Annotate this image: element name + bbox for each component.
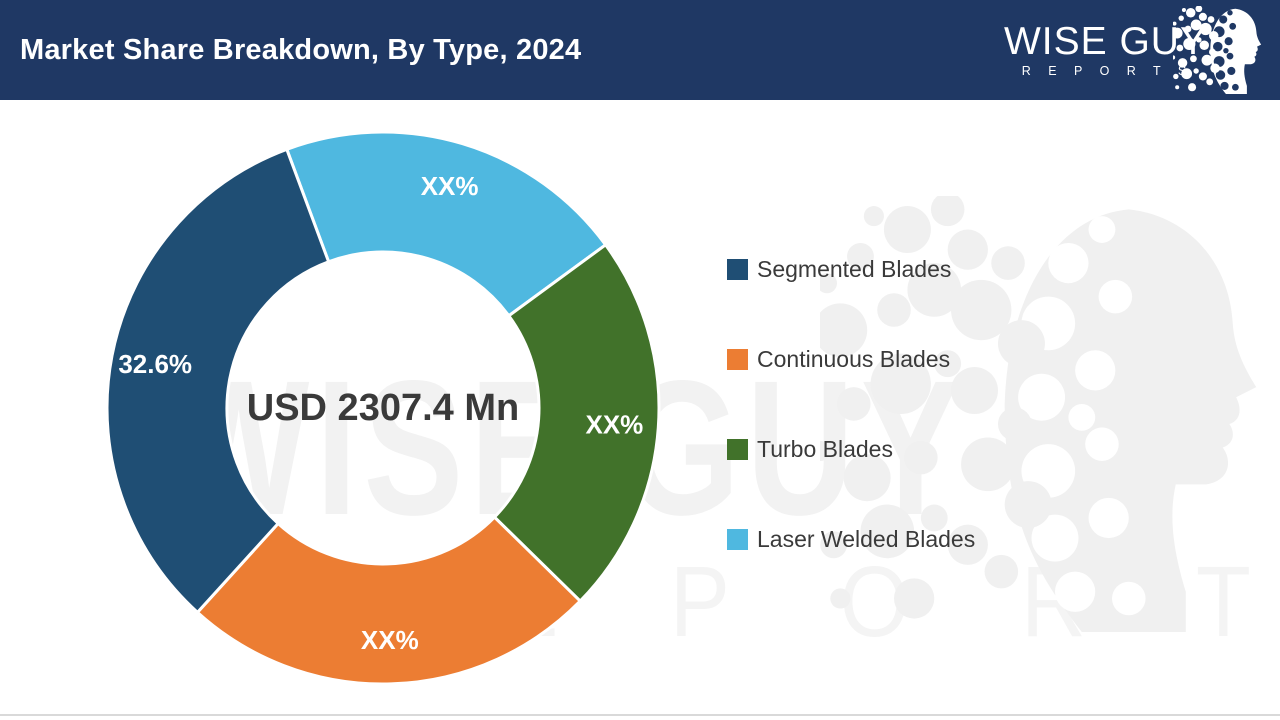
segment-value-label: XX% (361, 625, 419, 655)
wiseguy-logo: WISE GUY R E P O R T S (1004, 4, 1268, 96)
logo-subtitle: R E P O R T S (1021, 63, 1194, 78)
legend-swatch-icon (727, 438, 748, 460)
legend-label: Turbo Blades (757, 436, 893, 462)
donut-chart: XX% XX% XX% 32.6% USD 2307.4 Mn (105, 130, 661, 686)
legend-swatch-icon (727, 348, 748, 370)
legend-label: Continuous Blades (757, 346, 951, 372)
legend-item-segmented-blades[interactable]: Segmented Blades (727, 256, 975, 282)
legend-item-turbo-blades[interactable]: Turbo Blades (727, 436, 975, 462)
donut-center-value: USD 2307.4 Mn (247, 387, 519, 429)
bottom-divider (0, 714, 1280, 716)
chart-legend: Segmented Blades Continuous Blades Turbo… (727, 256, 975, 616)
page-title: Market Share Breakdown, By Type, 2024 (20, 33, 582, 66)
logo-text: WISE GUY R E P O R T S (1003, 20, 1207, 78)
legend-label: Laser Welded Blades (757, 526, 976, 552)
donut-segment-continuous-blades[interactable] (195, 515, 583, 686)
donut-segment-segmented-blades[interactable] (105, 147, 331, 615)
segment-value-label: XX% (585, 410, 643, 440)
donut-segment-laser-welded-blades[interactable] (284, 130, 608, 318)
legend-item-laser-welded-blades[interactable]: Laser Welded Blades (727, 526, 975, 552)
legend-swatch-icon (727, 528, 748, 550)
legend-label: Segmented Blades (757, 256, 952, 282)
legend-swatch-icon (727, 258, 748, 280)
header-bar: Market Share Breakdown, By Type, 2024 WI… (0, 0, 1280, 100)
segment-value-label: XX% (421, 171, 479, 201)
logo-wordmark: WISE GUY (1003, 20, 1207, 64)
donut-segment-turbo-blades[interactable] (492, 242, 661, 604)
watermark-face-icon (820, 196, 1257, 632)
legend-item-continuous-blades[interactable]: Continuous Blades (727, 346, 975, 372)
segment-value-label: 32.6% (118, 349, 192, 379)
face-profile-icon (1173, 6, 1262, 94)
